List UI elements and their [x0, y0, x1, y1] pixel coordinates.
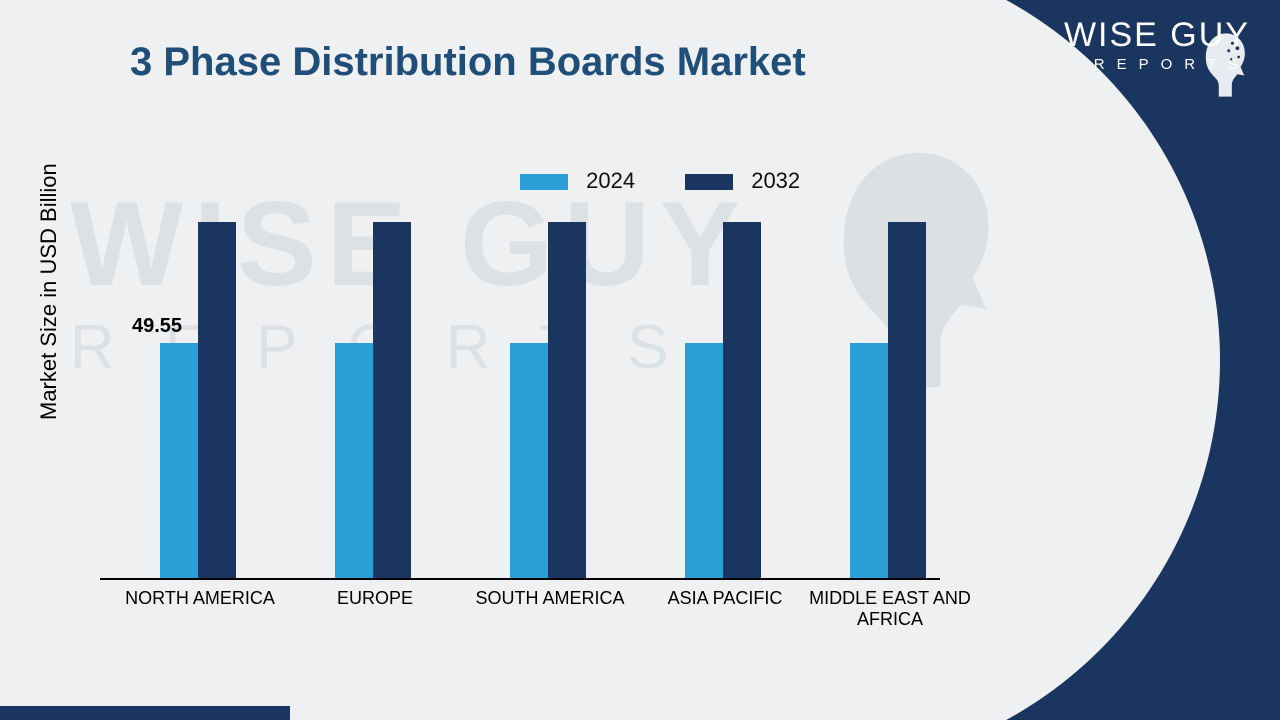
- footer-accent-bar: [0, 706, 290, 720]
- y-axis-label: Market Size in USD Billion: [36, 163, 62, 420]
- value-callout: 49.55: [132, 315, 182, 338]
- logo-head-icon: [1194, 26, 1256, 104]
- brand-logo: WISE GUY REPORTS: [1064, 18, 1250, 73]
- category-label: EUROPE: [290, 580, 460, 609]
- bar-2024: [335, 343, 373, 578]
- legend-swatch-2032: [685, 174, 733, 190]
- category-label: SOUTH AMERICA: [465, 580, 635, 609]
- bar-2032: [888, 222, 926, 578]
- bar-2024: [850, 343, 888, 578]
- legend-label-2032: 2032: [751, 168, 800, 193]
- chart-title: 3 Phase Distribution Boards Market: [130, 40, 806, 85]
- bar-2024: [160, 343, 198, 578]
- bar-2032: [548, 222, 586, 578]
- category-label: MIDDLE EAST AND AFRICA: [805, 580, 975, 629]
- category-label: ASIA PACIFIC: [640, 580, 810, 609]
- legend-label-2024: 2024: [586, 168, 635, 193]
- bar-2032: [723, 222, 761, 578]
- legend-item-2024: 2024: [520, 168, 635, 194]
- category-label: NORTH AMERICA: [115, 580, 285, 609]
- bar-2032: [373, 222, 411, 578]
- legend-swatch-2024: [520, 174, 568, 190]
- chart-plot-area: NORTH AMERICAEUROPESOUTH AMERICAASIA PAC…: [100, 200, 940, 580]
- bar-2032: [198, 222, 236, 578]
- bar-2024: [510, 343, 548, 578]
- legend-item-2032: 2032: [685, 168, 800, 194]
- bar-2024: [685, 343, 723, 578]
- legend: 2024 2032: [520, 168, 800, 194]
